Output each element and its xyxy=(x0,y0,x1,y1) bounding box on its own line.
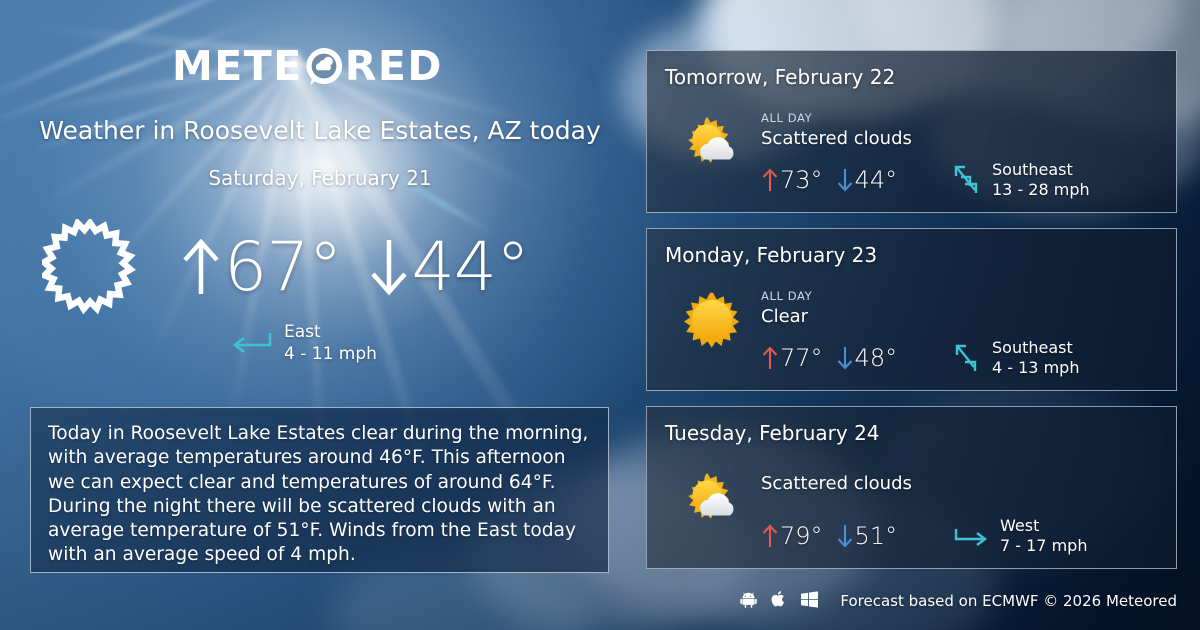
page-title: Weather in Roosevelt Lake Estates, AZ to… xyxy=(39,116,601,145)
arrow-up-icon xyxy=(762,524,778,548)
today-wind-speed: 4 - 11 mph xyxy=(284,343,377,364)
wind-east-arrow-icon xyxy=(232,332,272,353)
forecast-temperatures: 77° 48° xyxy=(761,344,941,372)
logo-text-before: METE xyxy=(172,41,303,90)
windows-icon[interactable] xyxy=(801,590,819,612)
today-min-temp-value: 44° xyxy=(411,227,531,307)
forecast-wind-direction: West xyxy=(1000,516,1040,535)
today-min-temp: 44° xyxy=(368,228,530,307)
wind-west-arrow-icon xyxy=(954,529,987,547)
forecast-condition: Clear xyxy=(761,306,809,327)
today-max-temp-value: 67° xyxy=(224,227,343,307)
forecast-wind: Southeast 13 - 28 mph xyxy=(951,160,1090,200)
forecast-wind-direction: Southeast xyxy=(992,160,1073,179)
forecast-wind-direction: Southeast xyxy=(992,338,1073,357)
today-wind: East 4 - 11 mph xyxy=(228,322,377,366)
forecast-wind-speed: 7 - 17 mph xyxy=(1000,536,1088,556)
forecast-card[interactable]: Tomorrow, February 22 xyxy=(646,50,1177,213)
forecast-wind: Southeast 4 - 13 mph xyxy=(951,338,1079,378)
forecast-period-label: ALL DAY xyxy=(761,289,813,303)
today-max-temp: 67° xyxy=(180,227,343,307)
arrow-up-icon xyxy=(762,346,778,370)
sun-behind-cloud-icon xyxy=(665,465,761,531)
forecast-metrics-row: 73° 44° xyxy=(761,160,1166,200)
arrow-up-icon xyxy=(762,168,778,192)
forecast-min-temp-value: 44° xyxy=(854,166,898,195)
logo-text-after: RED xyxy=(344,41,443,90)
today-temperatures: 67° 44° xyxy=(180,227,530,307)
forecast-wind-speed: 4 - 13 mph xyxy=(992,358,1080,378)
forecast-min-temp-value: 51° xyxy=(854,522,898,551)
today-wind-direction: East xyxy=(284,322,321,342)
footer: Forecast based on ECMWF © 2026 Meteored xyxy=(646,590,1177,612)
forecast-wind-text: Southeast 4 - 13 mph xyxy=(992,338,1079,378)
today-summary-row: 67° 44° xyxy=(0,212,640,322)
forecast-min-temp: 48° xyxy=(836,344,898,373)
forecast-min-temp: 51° xyxy=(836,522,898,551)
android-icon[interactable] xyxy=(740,591,758,612)
forecast-card-info: ALL DAY Clear 77° xyxy=(761,287,1166,378)
forecast-condition: Scattered clouds xyxy=(761,473,912,494)
forecast-wind-text: Southeast 13 - 28 mph xyxy=(992,160,1090,200)
arrow-down-icon xyxy=(837,347,852,370)
forecast-wind-text: West 7 - 17 mph xyxy=(1000,516,1087,556)
forecast-temperatures: 73° 44° xyxy=(761,166,941,194)
forecast-card[interactable]: Tuesday, February 24 xyxy=(646,406,1177,569)
forecast-metrics-row: 79° 51° xyxy=(761,516,1166,556)
forecast-card[interactable]: Monday, February 23 ALL DAY Clear xyxy=(646,228,1177,391)
forecast-max-temp: 73° xyxy=(761,166,823,194)
wind-southeast-arrow-icon xyxy=(954,165,978,194)
forecast-min-temp-value: 48° xyxy=(854,344,898,373)
forecast-card-day: Tomorrow, February 22 xyxy=(665,65,896,89)
today-wind-text: East 4 - 11 mph xyxy=(284,322,377,366)
sun-outline-icon xyxy=(0,219,180,315)
today-panel: METE RED Weather in Roosevelt Lake Estat… xyxy=(0,44,640,573)
forecast-condition: Scattered clouds xyxy=(761,128,912,149)
today-description: Today in Roosevelt Lake Estates clear du… xyxy=(30,407,609,573)
forecast-card-day: Tuesday, February 24 xyxy=(665,421,880,445)
platform-icons xyxy=(740,590,819,612)
forecast-min-temp: 44° xyxy=(836,166,898,195)
forecast-max-temp-value: 79° xyxy=(780,522,823,551)
footer-credit: Forecast based on ECMWF © 2026 Meteored xyxy=(840,592,1177,610)
forecast-wind: West 7 - 17 mph xyxy=(951,516,1087,556)
page-date: Saturday, February 21 xyxy=(208,166,432,190)
apple-icon[interactable] xyxy=(771,590,787,612)
forecast-metrics-row: 77° 48° xyxy=(761,338,1166,378)
sun-behind-cloud-icon xyxy=(665,109,761,175)
forecast-wind-speed: 13 - 28 mph xyxy=(992,180,1090,200)
arrow-down-icon xyxy=(837,525,852,548)
forecast-max-temp-value: 73° xyxy=(780,166,823,195)
arrow-up-icon xyxy=(183,238,219,294)
forecast-max-temp: 79° xyxy=(761,522,823,550)
sun-icon xyxy=(665,287,761,351)
forecast-card-body: ALL DAY Scattered clouds 73° xyxy=(665,109,1166,200)
arrow-down-icon xyxy=(837,169,852,192)
forecast-period-label: ALL DAY xyxy=(761,111,813,125)
forecast-temperatures: 79° 51° xyxy=(761,522,941,550)
forecast-max-temp: 77° xyxy=(761,344,823,372)
cloud-sun-bubble-icon xyxy=(304,46,344,86)
arrow-down-icon xyxy=(370,240,407,296)
forecast-card-body: ALL DAY Clear 77° xyxy=(665,287,1166,378)
forecast-card-info: ALL DAY Scattered clouds 73° xyxy=(761,109,1166,200)
forecast-card-day: Monday, February 23 xyxy=(665,243,878,267)
forecast-card-body: Scattered clouds 79° xyxy=(665,465,1166,556)
meteored-logo[interactable]: METE RED xyxy=(172,44,443,88)
forecast-card-info: Scattered clouds 79° xyxy=(761,465,1166,556)
forecast-max-temp-value: 77° xyxy=(780,344,823,373)
wind-southeast-arrow-icon xyxy=(955,344,977,372)
